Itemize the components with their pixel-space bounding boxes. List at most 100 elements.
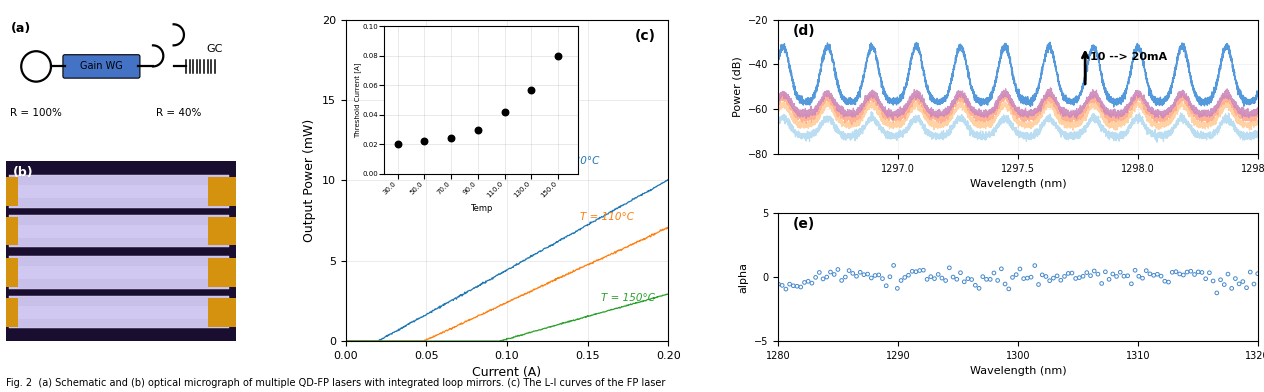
Point (1096, 269, 1116, 275)
Point (824, 271, 844, 278)
Bar (6, 298, 18, 327)
Point (1098, 276, 1119, 283)
Point (902, 268, 923, 274)
Point (1148, 271, 1168, 278)
Point (887, 285, 908, 292)
Point (1169, 271, 1189, 277)
Point (951, 270, 971, 276)
Point (895, 274, 915, 281)
Point (1240, 269, 1260, 275)
Point (1117, 272, 1138, 279)
Point (868, 272, 889, 278)
Bar (9, 185, 229, 198)
Point (1162, 269, 1182, 276)
Point (916, 276, 937, 283)
Point (980, 276, 1000, 283)
Point (1085, 268, 1105, 274)
Point (1144, 272, 1164, 278)
Point (801, 280, 822, 286)
Y-axis label: alpha: alpha (739, 261, 748, 292)
Bar (9, 296, 229, 328)
Point (1200, 270, 1220, 276)
Text: (e): (e) (793, 217, 815, 231)
Point (1140, 271, 1160, 277)
Point (962, 276, 982, 283)
Point (1050, 277, 1071, 283)
Point (780, 281, 800, 287)
Point (935, 278, 956, 284)
Bar (9, 225, 229, 238)
Point (1002, 274, 1023, 281)
Bar (6, 177, 18, 206)
Point (1211, 277, 1231, 283)
Point (1058, 270, 1078, 277)
Point (1081, 272, 1101, 279)
Point (847, 273, 867, 279)
Point (1158, 279, 1178, 285)
Point (1102, 271, 1122, 277)
Point (1192, 269, 1212, 276)
Point (1035, 273, 1055, 279)
Point (787, 283, 808, 289)
Point (1092, 280, 1112, 287)
Point (880, 274, 900, 280)
Point (1010, 266, 1030, 272)
Point (976, 276, 996, 283)
Point (1184, 271, 1205, 278)
Point (1152, 273, 1172, 279)
Text: 10 --> 20mA: 10 --> 20mA (1090, 52, 1167, 62)
Point (1196, 276, 1216, 282)
Point (1248, 270, 1264, 277)
Point (947, 276, 967, 282)
X-axis label: Current (A): Current (A) (473, 366, 541, 379)
Point (1225, 276, 1245, 282)
Point (939, 265, 959, 271)
FancyBboxPatch shape (63, 55, 140, 78)
Bar (9, 256, 229, 289)
Point (1203, 278, 1224, 284)
Point (791, 284, 811, 290)
Text: R = 100%: R = 100% (10, 108, 62, 118)
Point (891, 278, 911, 284)
X-axis label: Wavelength (nm): Wavelength (nm) (969, 366, 1067, 376)
Point (987, 277, 1007, 283)
Bar (9, 215, 229, 247)
Point (772, 282, 793, 289)
Bar (209, 258, 235, 287)
Text: (b): (b) (13, 166, 34, 179)
Point (920, 274, 940, 280)
Point (932, 275, 952, 281)
Text: (d): (d) (793, 24, 815, 38)
Point (906, 269, 927, 275)
Point (776, 286, 796, 292)
Point (884, 262, 904, 269)
Point (1121, 281, 1141, 287)
Point (1229, 281, 1249, 287)
Point (1054, 273, 1074, 279)
Bar (9, 266, 229, 279)
Point (817, 274, 837, 280)
Text: Fig. 2  (a) Schematic and (b) optical micrograph of multiple QD-FP lasers with i: Fig. 2 (a) Schematic and (b) optical mic… (6, 378, 666, 388)
Point (794, 279, 814, 286)
Point (1207, 290, 1227, 296)
Point (954, 279, 975, 285)
Text: Gain WG: Gain WG (80, 61, 123, 71)
Point (995, 281, 1015, 287)
Point (1244, 281, 1264, 287)
Point (836, 274, 856, 280)
Point (924, 276, 944, 282)
Point (798, 278, 818, 285)
Point (872, 276, 892, 282)
Point (943, 274, 963, 280)
Point (1217, 271, 1237, 277)
Point (1006, 272, 1026, 278)
Point (1188, 269, 1208, 275)
Point (1215, 281, 1235, 288)
Point (966, 282, 986, 289)
Point (999, 286, 1019, 292)
Point (1033, 272, 1053, 278)
Point (1173, 272, 1193, 278)
Point (1177, 269, 1197, 275)
Point (832, 277, 852, 283)
Point (928, 271, 948, 278)
